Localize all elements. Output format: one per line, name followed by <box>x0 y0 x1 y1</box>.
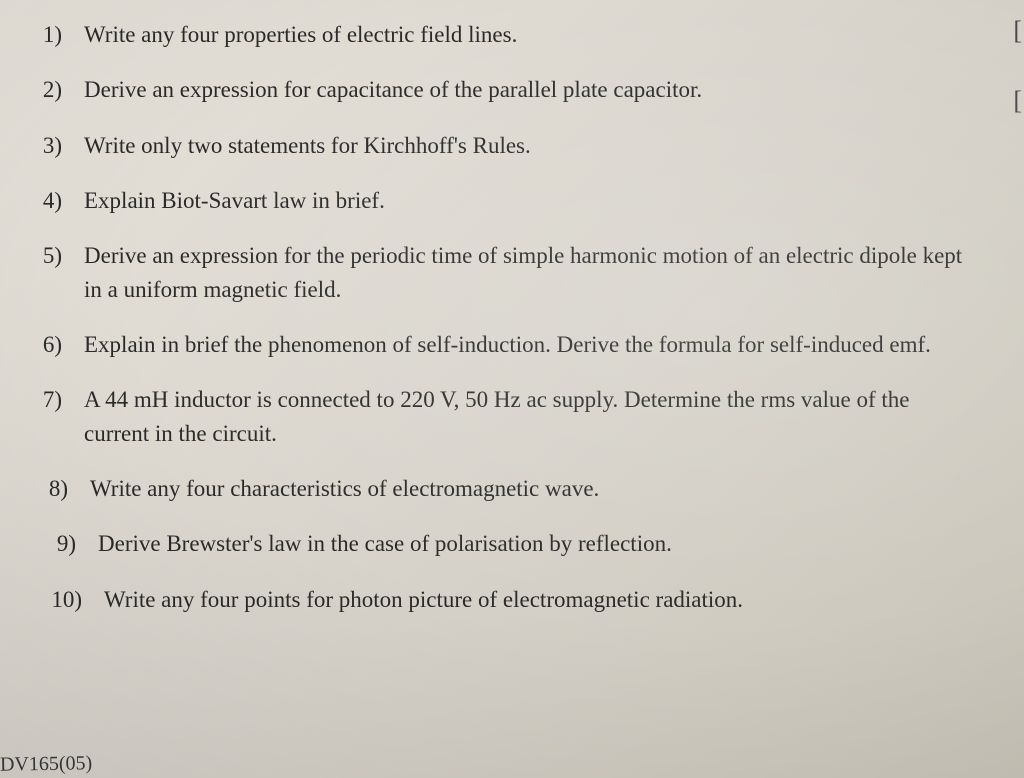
question-number: 8) <box>6 472 90 505</box>
question-text: Write any four characteristics of electr… <box>90 472 994 505</box>
question-number: 3) <box>0 129 84 162</box>
question-text: Derive an expression for capacitance of … <box>84 73 994 106</box>
question-number: 9) <box>14 527 98 560</box>
question-row: 3) Write only two statements for Kirchho… <box>0 129 994 162</box>
question-text: Write only two statements for Kirchhoff'… <box>84 129 994 162</box>
exam-page: 1) Write any four properties of electric… <box>0 0 1024 616</box>
question-text: Derive an expression for the periodic ti… <box>84 239 994 306</box>
question-number: 6) <box>0 328 84 361</box>
margin-bracket-icon: [ <box>1013 16 1022 46</box>
question-text: Explain Biot-Savart law in brief. <box>84 184 994 217</box>
margin-bracket-icon: [ <box>1013 86 1022 116</box>
question-number: 1) <box>0 18 84 51</box>
question-text: Derive Brewster's law in the case of pol… <box>98 527 994 560</box>
question-number: 10) <box>20 583 104 616</box>
paper-code: DV165(05) <box>0 752 92 777</box>
question-row: 10) Write any four points for photon pic… <box>0 583 994 616</box>
question-row: 1) Write any four properties of electric… <box>0 18 994 51</box>
question-row: 5) Derive an expression for the periodic… <box>0 239 994 306</box>
question-text: Write any four points for photon picture… <box>104 583 994 616</box>
question-row: 9) Derive Brewster's law in the case of … <box>0 527 994 560</box>
question-number: 4) <box>0 184 84 217</box>
question-row: 4) Explain Biot-Savart law in brief. <box>0 184 994 217</box>
question-text: Explain in brief the phenomenon of self-… <box>84 328 994 361</box>
question-text: A 44 mH inductor is connected to 220 V, … <box>84 383 994 450</box>
question-text: Write any four properties of electric fi… <box>84 18 994 51</box>
question-number: 7) <box>0 383 84 416</box>
question-number: 5) <box>0 239 84 272</box>
question-number: 2) <box>0 73 84 106</box>
question-row: 2) Derive an expression for capacitance … <box>0 73 994 106</box>
question-row: 8) Write any four characteristics of ele… <box>0 472 994 505</box>
question-row: 6) Explain in brief the phenomenon of se… <box>0 328 994 361</box>
question-row: 7) A 44 mH inductor is connected to 220 … <box>0 383 994 450</box>
